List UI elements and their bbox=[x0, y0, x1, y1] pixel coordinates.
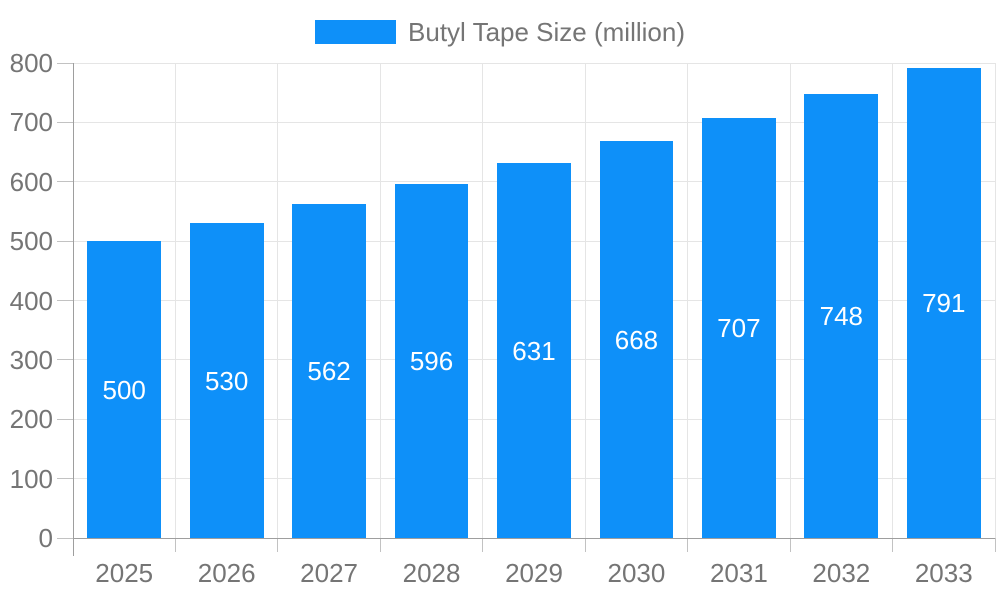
x-axis-tick bbox=[994, 538, 996, 552]
x-gridline bbox=[789, 63, 791, 538]
plot-area: 500 530 562 596 631 668 707 748 791 bbox=[73, 62, 996, 538]
bar-value-label: 500 bbox=[102, 374, 146, 405]
bar-value-label: 668 bbox=[614, 324, 659, 355]
x-axis-label: 2030 bbox=[607, 558, 666, 588]
bar[interactable]: 562 bbox=[292, 204, 366, 538]
bar-value-label: 748 bbox=[819, 300, 864, 331]
x-gridline bbox=[379, 63, 381, 538]
y-axis-tick bbox=[57, 240, 73, 242]
y-axis-tick bbox=[57, 418, 73, 420]
x-axis-label: 2031 bbox=[709, 558, 768, 588]
x-axis-label: 2025 bbox=[95, 558, 154, 588]
y-axis-tick bbox=[57, 62, 73, 64]
x-axis-tick bbox=[482, 538, 484, 552]
x-axis-line bbox=[73, 537, 995, 539]
bar[interactable]: 707 bbox=[702, 118, 776, 538]
bar-value-label: 707 bbox=[717, 313, 761, 344]
chart-legend[interactable]: Butyl Tape Size (million) bbox=[0, 18, 1000, 46]
bar[interactable]: 748 bbox=[804, 93, 879, 538]
x-gridline bbox=[994, 63, 996, 538]
bar[interactable]: 668 bbox=[599, 141, 674, 538]
x-axis-label: 2027 bbox=[300, 558, 359, 588]
x-axis-tick bbox=[892, 538, 894, 552]
bar-value-label: 530 bbox=[204, 365, 249, 396]
bar-value-label: 791 bbox=[922, 288, 966, 319]
x-axis-tick bbox=[789, 538, 791, 552]
x-gridline bbox=[892, 63, 894, 538]
y-axis-label: 500 bbox=[9, 226, 53, 257]
y-axis-tick bbox=[57, 300, 73, 301]
y-axis-tick bbox=[57, 537, 73, 539]
x-axis-tick bbox=[584, 538, 586, 552]
legend-swatch-icon bbox=[315, 20, 397, 44]
y-axis-label: 400 bbox=[9, 285, 53, 316]
bar-value-label: 562 bbox=[307, 356, 351, 387]
x-gridline bbox=[277, 63, 279, 538]
y-axis-tick bbox=[57, 478, 73, 480]
bar[interactable]: 500 bbox=[87, 241, 162, 538]
bar-value-label: 631 bbox=[512, 335, 556, 366]
x-axis-tick bbox=[379, 538, 381, 552]
y-axis-tick bbox=[57, 359, 73, 361]
y-axis-tick bbox=[57, 121, 73, 123]
bar[interactable]: 530 bbox=[189, 223, 264, 538]
x-axis-label: 2032 bbox=[812, 558, 871, 588]
x-axis-label: 2033 bbox=[914, 558, 973, 588]
x-gridline bbox=[584, 63, 586, 538]
y-axis-label: 0 bbox=[38, 523, 53, 553]
x-axis-label: 2026 bbox=[197, 558, 256, 588]
x-axis-label: 2028 bbox=[402, 558, 461, 588]
y-axis-line bbox=[72, 63, 74, 556]
x-gridline bbox=[687, 63, 689, 538]
bar-value-label: 596 bbox=[409, 346, 454, 377]
y-gridline bbox=[73, 121, 995, 123]
y-gridline bbox=[73, 62, 995, 64]
x-axis-tick bbox=[277, 538, 279, 552]
y-axis-tick bbox=[57, 181, 73, 183]
x-gridline bbox=[482, 63, 484, 538]
y-axis-label: 100 bbox=[9, 463, 53, 494]
bar[interactable]: 631 bbox=[497, 163, 571, 538]
bar[interactable]: 791 bbox=[906, 68, 981, 538]
y-axis-label: 300 bbox=[9, 344, 53, 375]
x-axis-tick bbox=[174, 538, 176, 552]
legend-label: Butyl Tape Size (million) bbox=[408, 17, 685, 47]
bar[interactable]: 596 bbox=[394, 184, 469, 538]
y-axis-label: 800 bbox=[9, 48, 53, 78]
x-axis-tick bbox=[687, 538, 689, 552]
y-axis-label: 700 bbox=[9, 107, 53, 138]
x-gridline bbox=[174, 63, 176, 538]
y-axis-label: 600 bbox=[9, 166, 53, 197]
x-axis-label: 2029 bbox=[505, 558, 563, 588]
y-axis-label: 200 bbox=[9, 404, 53, 435]
